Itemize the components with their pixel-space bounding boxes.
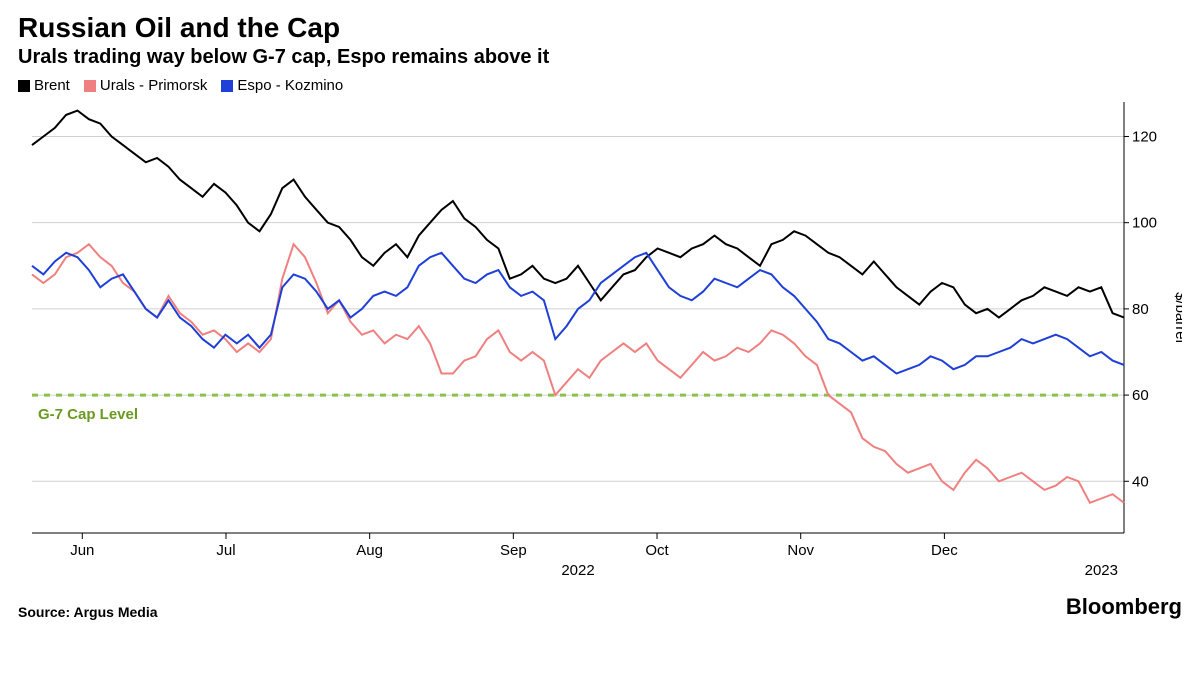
legend-swatch [18,80,30,92]
y-tick-label: 100 [1132,215,1157,232]
chart-subtitle: Urals trading way below G-7 cap, Espo re… [18,46,1182,69]
series-brent [32,111,1124,318]
x-year-main: 2022 [561,562,594,579]
legend: Brent Urals - Primorsk Espo - Kozmino [18,77,1182,94]
legend-swatch [221,80,233,92]
y-tick-label: 60 [1132,387,1149,404]
cap-label: G-7 Cap Level [38,406,138,423]
y-axis-label: $/barrel [1172,292,1182,343]
chart-area: 40 60 80 100 120 $/barrel G-7 Cap Level Jun Jul A… [18,98,1182,588]
chart-title: Russian Oil and the Cap [18,12,1182,44]
source-label: Source: Argus Media [18,604,158,620]
legend-label: Espo - Kozmino [237,77,343,94]
x-tick-label: Nov [787,542,814,559]
x-tick-label: Sep [500,542,527,559]
legend-label: Urals - Primorsk [100,77,208,94]
legend-item: Espo - Kozmino [221,77,343,94]
x-year-end: 2023 [1085,562,1118,579]
legend-label: Brent [34,77,70,94]
y-tick-label: 40 [1132,473,1149,490]
x-tick-label: Dec [931,542,958,559]
y-tick-label: 120 [1132,128,1157,145]
series-espo [32,253,1124,374]
legend-swatch [84,80,96,92]
x-tick-label: Jun [70,542,94,559]
y-tick-label: 80 [1132,301,1149,318]
x-tick-label: Jul [216,542,235,559]
brand-label: Bloomberg [1066,594,1182,620]
legend-item: Brent [18,77,70,94]
x-tick-label: Aug [356,542,383,559]
legend-item: Urals - Primorsk [84,77,208,94]
series-urals [32,244,1124,503]
x-tick-label: Oct [645,542,669,559]
line-chart-svg: 40 60 80 100 120 $/barrel G-7 Cap Level Jun Jul A… [18,98,1182,588]
